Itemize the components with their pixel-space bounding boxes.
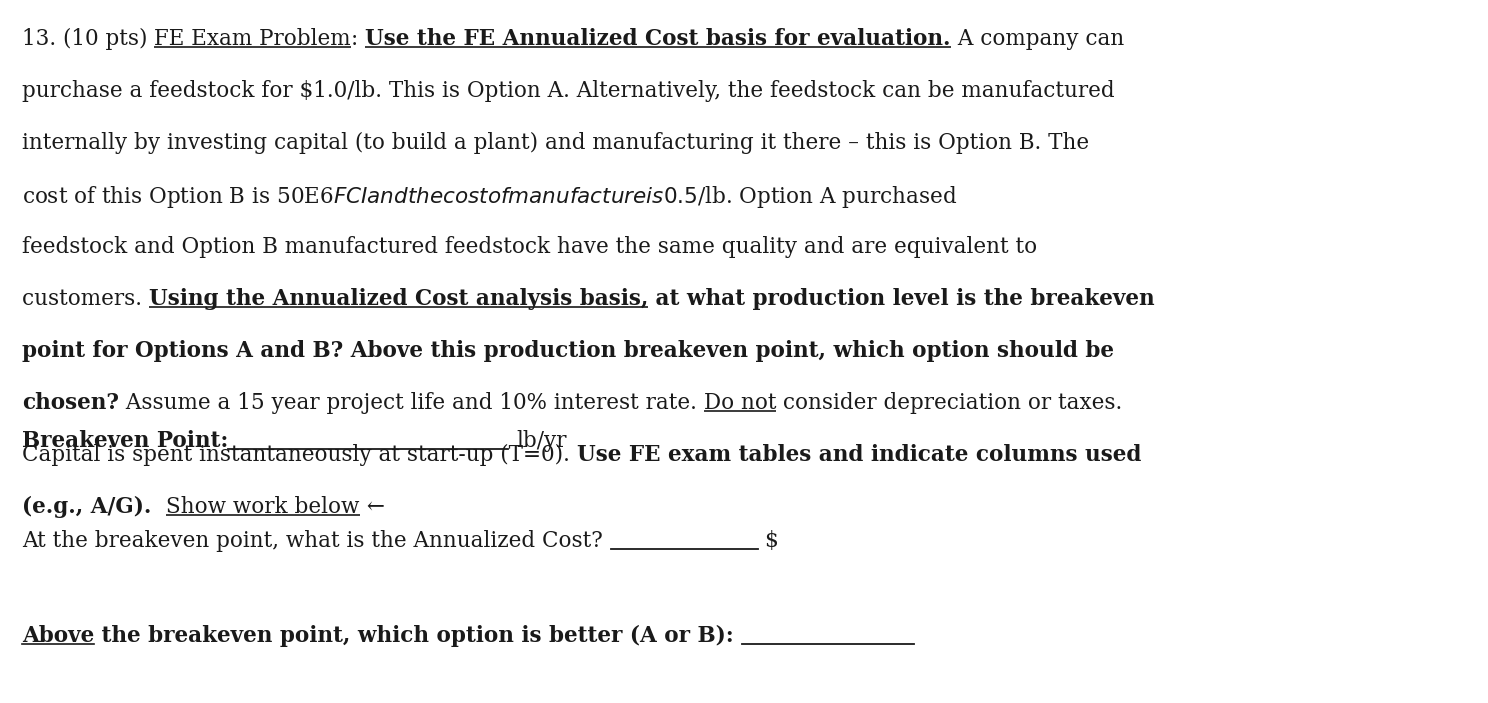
Text: 13. (10 pts): 13. (10 pts) bbox=[22, 28, 155, 50]
Text: Show work below: Show work below bbox=[167, 496, 360, 518]
Text: $: $ bbox=[763, 530, 778, 552]
Text: point for Options A and B? Above this production breakeven point, which option s: point for Options A and B? Above this pr… bbox=[22, 340, 1115, 362]
Text: purchase a feedstock for $1.0/lb. This is Option A. Alternatively, the feedstock: purchase a feedstock for $1.0/lb. This i… bbox=[22, 80, 1115, 102]
Text: chosen?: chosen? bbox=[22, 392, 119, 414]
Text: consider depreciation or taxes.: consider depreciation or taxes. bbox=[777, 392, 1122, 414]
Text: :: : bbox=[351, 28, 365, 50]
Text: internally by investing capital (to build a plant) and manufacturing it there – : internally by investing capital (to buil… bbox=[22, 132, 1089, 154]
Text: Above: Above bbox=[22, 625, 94, 647]
Text: Assume a 15 year project life and 10% interest rate.: Assume a 15 year project life and 10% in… bbox=[119, 392, 704, 414]
Text: feedstock and Option B manufactured feedstock have the same quality and are equi: feedstock and Option B manufactured feed… bbox=[22, 236, 1037, 258]
Text: Use the FE Annualized Cost basis for evaluation.: Use the FE Annualized Cost basis for eva… bbox=[365, 28, 951, 50]
Text: Breakeven Point:: Breakeven Point: bbox=[22, 430, 228, 452]
Text: customers.: customers. bbox=[22, 288, 149, 310]
Text: A company can: A company can bbox=[951, 28, 1123, 50]
Text: Capital is spent instantaneously at start-up (T=0).: Capital is spent instantaneously at star… bbox=[22, 444, 577, 466]
Text: lb/yr: lb/yr bbox=[516, 430, 567, 452]
Text: at what production level is the breakeven: at what production level is the breakeve… bbox=[649, 288, 1155, 310]
Text: cost of this Option B is 50E6$ FCI and the cost of manufacture is 0.5$/lb. Optio: cost of this Option B is 50E6$ FCI and t… bbox=[22, 184, 957, 210]
Text: (e.g., A/G).: (e.g., A/G). bbox=[22, 496, 167, 518]
Text: ←: ← bbox=[360, 496, 384, 518]
Text: FE Exam Problem: FE Exam Problem bbox=[155, 28, 351, 50]
Text: Do not: Do not bbox=[704, 392, 777, 414]
Text: Use FE exam tables and indicate columns used: Use FE exam tables and indicate columns … bbox=[577, 444, 1141, 466]
Text: At the breakeven point, what is the Annualized Cost?: At the breakeven point, what is the Annu… bbox=[22, 530, 603, 552]
Text: the breakeven point, which option is better (A or B):: the breakeven point, which option is bet… bbox=[94, 625, 734, 647]
Text: Using the Annualized Cost analysis basis,: Using the Annualized Cost analysis basis… bbox=[149, 288, 649, 310]
